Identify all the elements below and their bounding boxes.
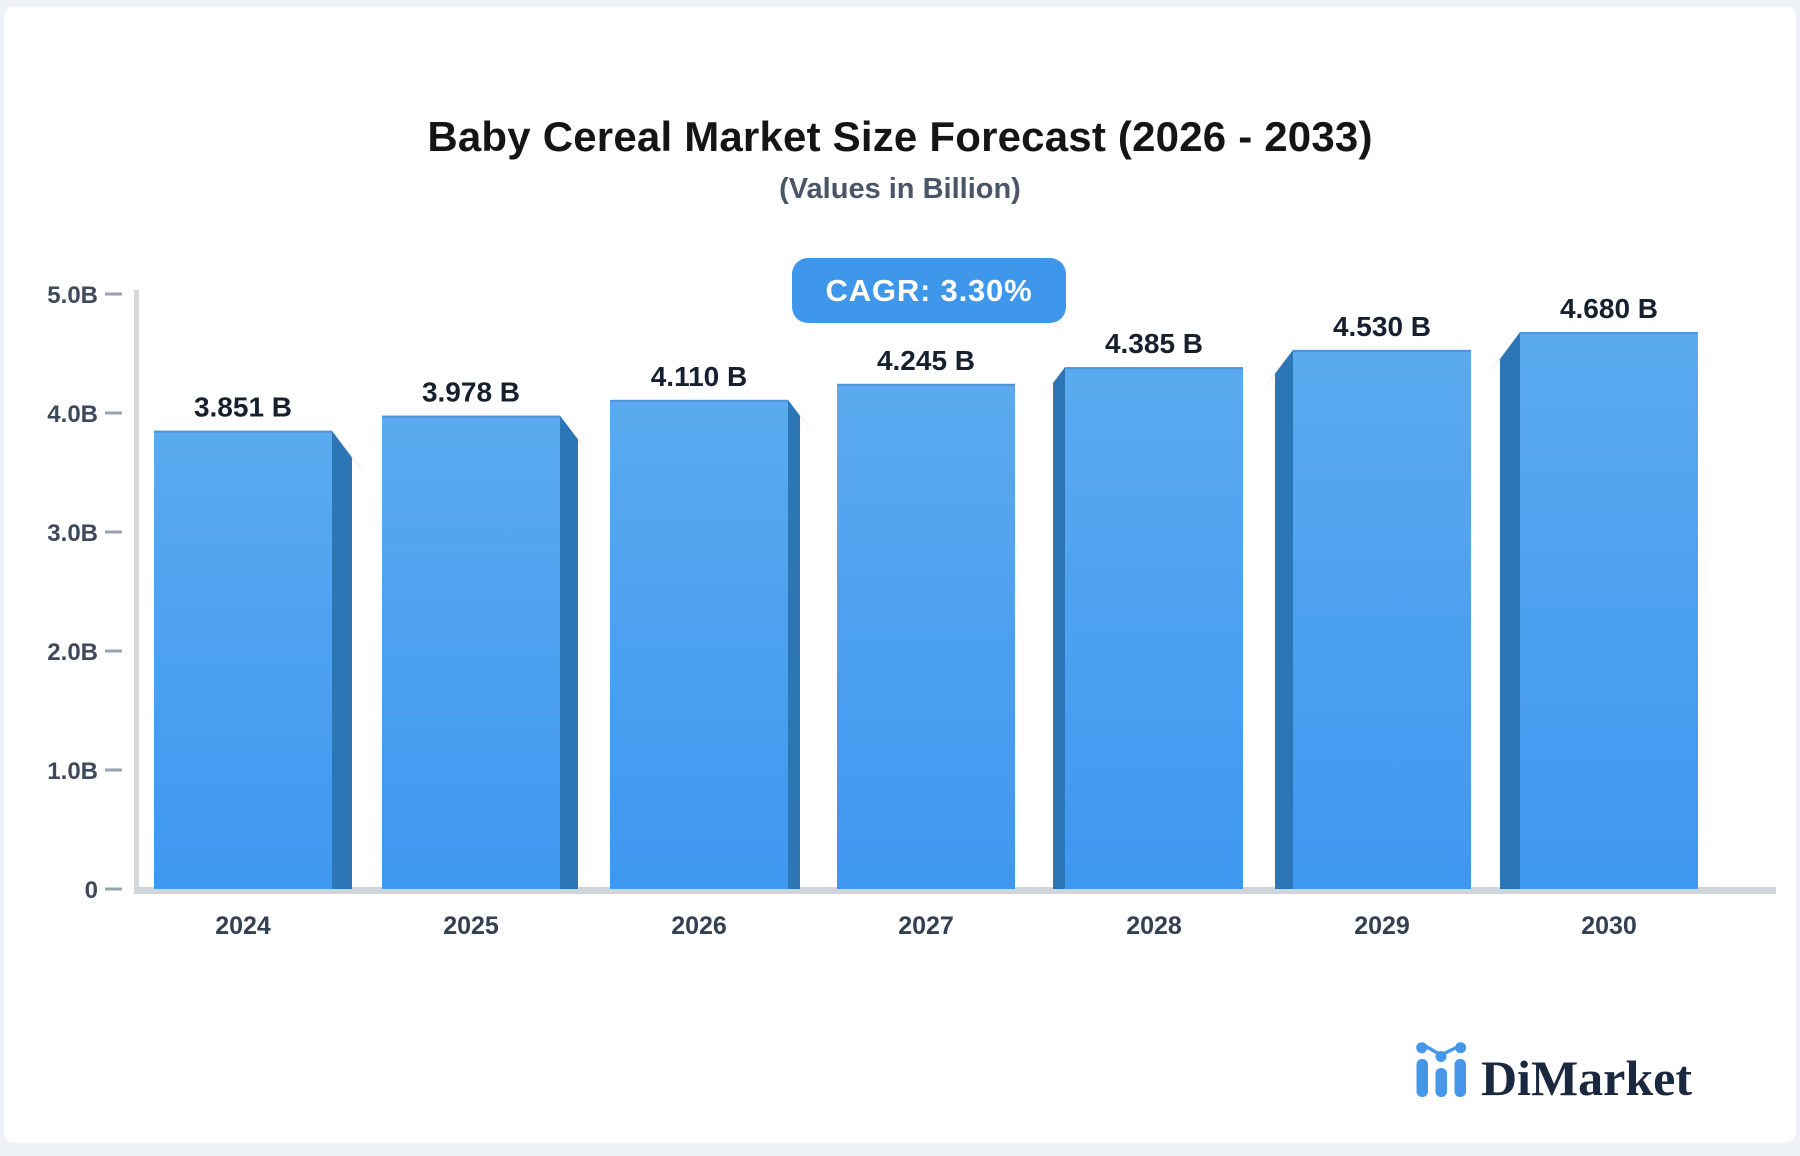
- y-axis-tick: [105, 768, 122, 772]
- x-axis-line: [134, 887, 1776, 894]
- bar-main-face-2028: [1065, 367, 1243, 889]
- y-axis-label: 1.0B: [47, 758, 98, 785]
- bar-side-face: [788, 399, 800, 889]
- cagr-badge-label: CAGR: 3.30%: [825, 272, 1033, 308]
- x-axis-year-label: 2027: [898, 912, 954, 940]
- y-axis-label: 5.0B: [47, 282, 98, 309]
- bar-top-shadow: [1039, 367, 1065, 401]
- bar-side-face: [1275, 349, 1293, 889]
- chart-subtitle: (Values in Billion): [779, 173, 1021, 205]
- y-axis-tick: [105, 887, 122, 891]
- bar-side-face: [1053, 367, 1065, 889]
- dimarket-logo-text: DiMarket: [1480, 1050, 1692, 1106]
- y-axis-line: [134, 290, 139, 893]
- y-axis-tick: [105, 411, 122, 415]
- x-axis-year-label: 2025: [443, 912, 499, 940]
- y-axis-label: 0: [85, 877, 98, 904]
- y-axis-label: 3.0B: [47, 520, 98, 547]
- bar-side-face: [332, 430, 352, 889]
- y-axis-tick: [105, 292, 122, 296]
- x-axis-year-label: 2028: [1126, 912, 1182, 940]
- y-axis-label: 2.0B: [47, 639, 98, 666]
- chart-card: Baby Cereal Market Size Forecast (2026 -…: [4, 7, 1796, 1143]
- x-axis-year-label: 2030: [1581, 912, 1637, 940]
- bar-value-label: 4.680 B: [1560, 293, 1658, 324]
- chart-title: Baby Cereal Market Size Forecast (2026 -…: [427, 113, 1373, 160]
- x-axis-year-label: 2029: [1354, 912, 1410, 940]
- y-axis-tick: [105, 530, 122, 534]
- bar-value-label: 4.530 B: [1333, 311, 1431, 342]
- bar-value-label: 4.245 B: [877, 345, 975, 376]
- bar-main-face-2024: [154, 430, 332, 889]
- y-axis-label: 4.0B: [47, 401, 98, 428]
- bar-value-label: 3.978 B: [422, 377, 520, 408]
- bar-value-label: 3.851 B: [194, 392, 292, 423]
- bar-main-face-2030: [1520, 332, 1698, 890]
- bar-side-face: [1500, 332, 1520, 890]
- bar-top-shadow: [1261, 349, 1293, 391]
- x-axis-year-label: 2024: [215, 912, 271, 940]
- bar-top-shadow: [560, 415, 592, 457]
- chart-svg: 5.0B 4.0B 3.0B 2.0B 1.0B 0 3.851 B 2024 3.978 B 2…: [47, 282, 1776, 940]
- bar-main-face-2025: [382, 415, 560, 889]
- dimarket-logo: DiMarket: [1416, 1042, 1692, 1103]
- bar-side-face: [560, 415, 578, 889]
- x-axis-year-label: 2026: [671, 912, 727, 940]
- bar-main-face-2029: [1293, 349, 1471, 889]
- bar-top-shadow: [1486, 332, 1520, 377]
- dimarket-logo-icon: [1416, 1042, 1467, 1097]
- bar-top-shadow: [788, 399, 814, 433]
- y-axis-tick: [105, 649, 122, 653]
- bar-top-shadow: [332, 430, 366, 475]
- cagr-badge: CAGR: 3.30%: [792, 258, 1066, 323]
- bar-main-face-2026: [610, 399, 788, 889]
- bar-value-label: 4.110 B: [651, 361, 748, 392]
- bar-value-label: 4.385 B: [1105, 328, 1203, 359]
- bar-main-face-2027: [837, 383, 1015, 889]
